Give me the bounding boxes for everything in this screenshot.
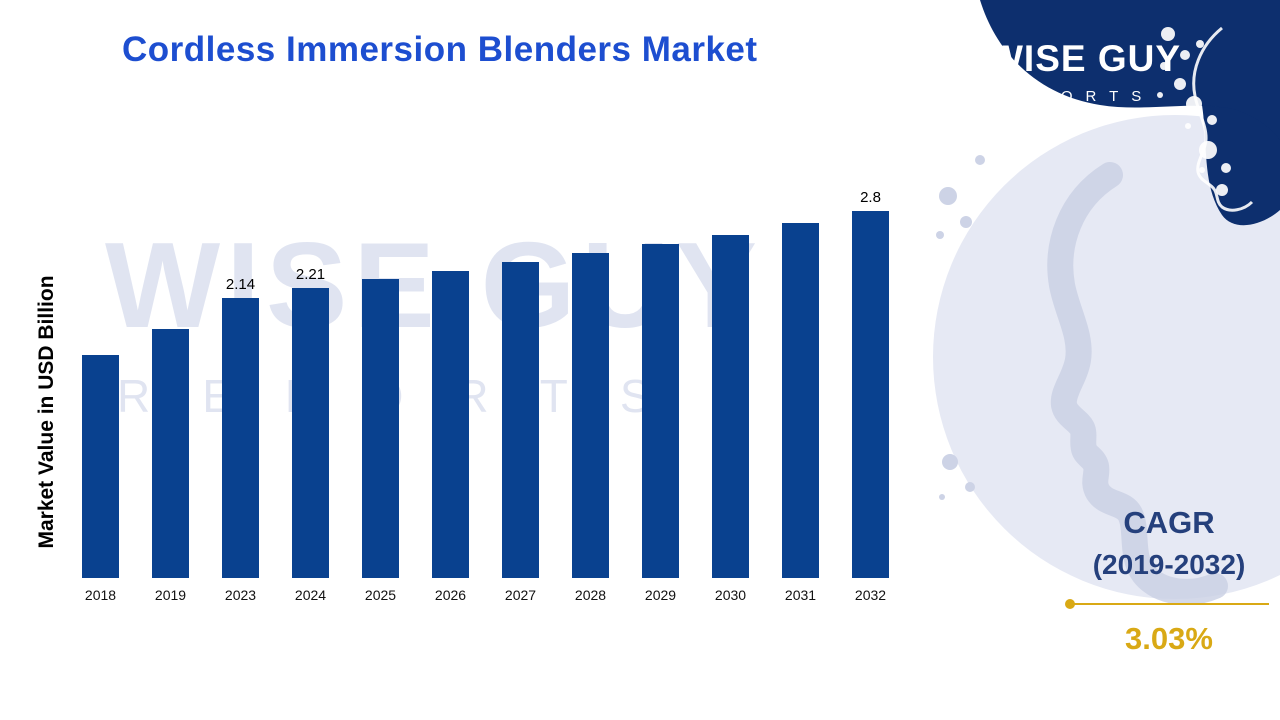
bar-stack	[362, 178, 399, 578]
bar-value-label: 2.21	[295, 266, 326, 283]
corner-banner	[980, 0, 1280, 226]
bar-column: 2028	[572, 178, 609, 603]
bar-stack	[572, 178, 609, 578]
face-outline	[1047, 162, 1228, 605]
bar-value-label: 2.14	[225, 276, 256, 293]
cagr-value: 3.03%	[1125, 621, 1213, 656]
brand-logo-sub: REPORTS	[991, 88, 1155, 105]
bar	[432, 271, 469, 578]
bar-column: 2019	[152, 178, 189, 603]
dots-pattern-white	[1157, 27, 1231, 196]
bar	[82, 355, 119, 578]
bar	[502, 262, 539, 578]
bar-column: 2.14 2023	[222, 178, 259, 603]
bar-column: 2.21 2024	[292, 178, 329, 603]
bar-stack	[782, 178, 819, 578]
dots-pattern-gray	[936, 155, 985, 500]
face-profile-graphic	[933, 115, 1280, 605]
cagr-block: CAGR (2019-2032) 3.03%	[1052, 505, 1280, 657]
bar	[852, 211, 889, 578]
brand-logo-name: WISE GUY	[988, 38, 1182, 79]
x-axis-tick-label: 2019	[154, 587, 187, 603]
bar-stack: 2.14	[222, 178, 259, 578]
bar-stack	[502, 178, 539, 578]
bar-stack	[642, 178, 679, 578]
x-axis-tick-label: 2031	[784, 587, 817, 603]
x-axis-tick-label: 2024	[294, 587, 327, 603]
bar	[572, 253, 609, 578]
logo-face-outline	[1192, 26, 1254, 212]
x-axis-tick-label: 2030	[714, 587, 747, 603]
bar-column: 2.8 2032	[852, 178, 889, 603]
bar-stack	[432, 178, 469, 578]
bar	[642, 244, 679, 578]
x-axis-tick-label: 2032	[854, 587, 887, 603]
bar-column: 2031	[782, 178, 819, 603]
x-axis-tick-label: 2029	[644, 587, 677, 603]
bar-column: 2018	[82, 178, 119, 603]
bar-column: 2029	[642, 178, 679, 603]
bar-stack: 2.8	[852, 178, 889, 578]
x-axis-tick-label: 2027	[504, 587, 537, 603]
bar-stack	[82, 178, 119, 578]
bar	[292, 288, 329, 578]
bar-chart: 2018 2019 2.14 2023 2.21 2024 2025 2026 2027 2028…	[82, 178, 889, 603]
cagr-label: CAGR	[1123, 505, 1215, 540]
bar-column: 2026	[432, 178, 469, 603]
bar-column: 2027	[502, 178, 539, 603]
x-axis-tick-label: 2028	[574, 587, 607, 603]
bar-column: 2030	[712, 178, 749, 603]
bar	[782, 223, 819, 578]
cagr-divider-line	[1065, 599, 1269, 609]
bar-stack	[712, 178, 749, 578]
background-circle	[933, 115, 1280, 599]
x-axis-tick-label: 2023	[224, 587, 257, 603]
bar	[712, 235, 749, 578]
x-axis-tick-label: 2018	[84, 587, 117, 603]
x-axis-tick-label: 2025	[364, 587, 397, 603]
corner-shape	[980, 0, 1280, 148]
page-title: Cordless Immersion Blenders Market	[122, 30, 758, 69]
bar	[222, 298, 259, 578]
bar	[152, 329, 189, 578]
bar-column: 2025	[362, 178, 399, 603]
brand-logo: WISE GUY REPORTS	[988, 38, 1181, 105]
bar-stack: 2.21	[292, 178, 329, 578]
bar-value-label: 2.8	[860, 189, 881, 206]
bar-stack	[152, 178, 189, 578]
y-axis-label: Market Value in USD Billion	[35, 275, 58, 549]
cagr-range: (2019-2032)	[1092, 549, 1246, 580]
x-axis-tick-label: 2026	[434, 587, 467, 603]
bar	[362, 279, 399, 578]
